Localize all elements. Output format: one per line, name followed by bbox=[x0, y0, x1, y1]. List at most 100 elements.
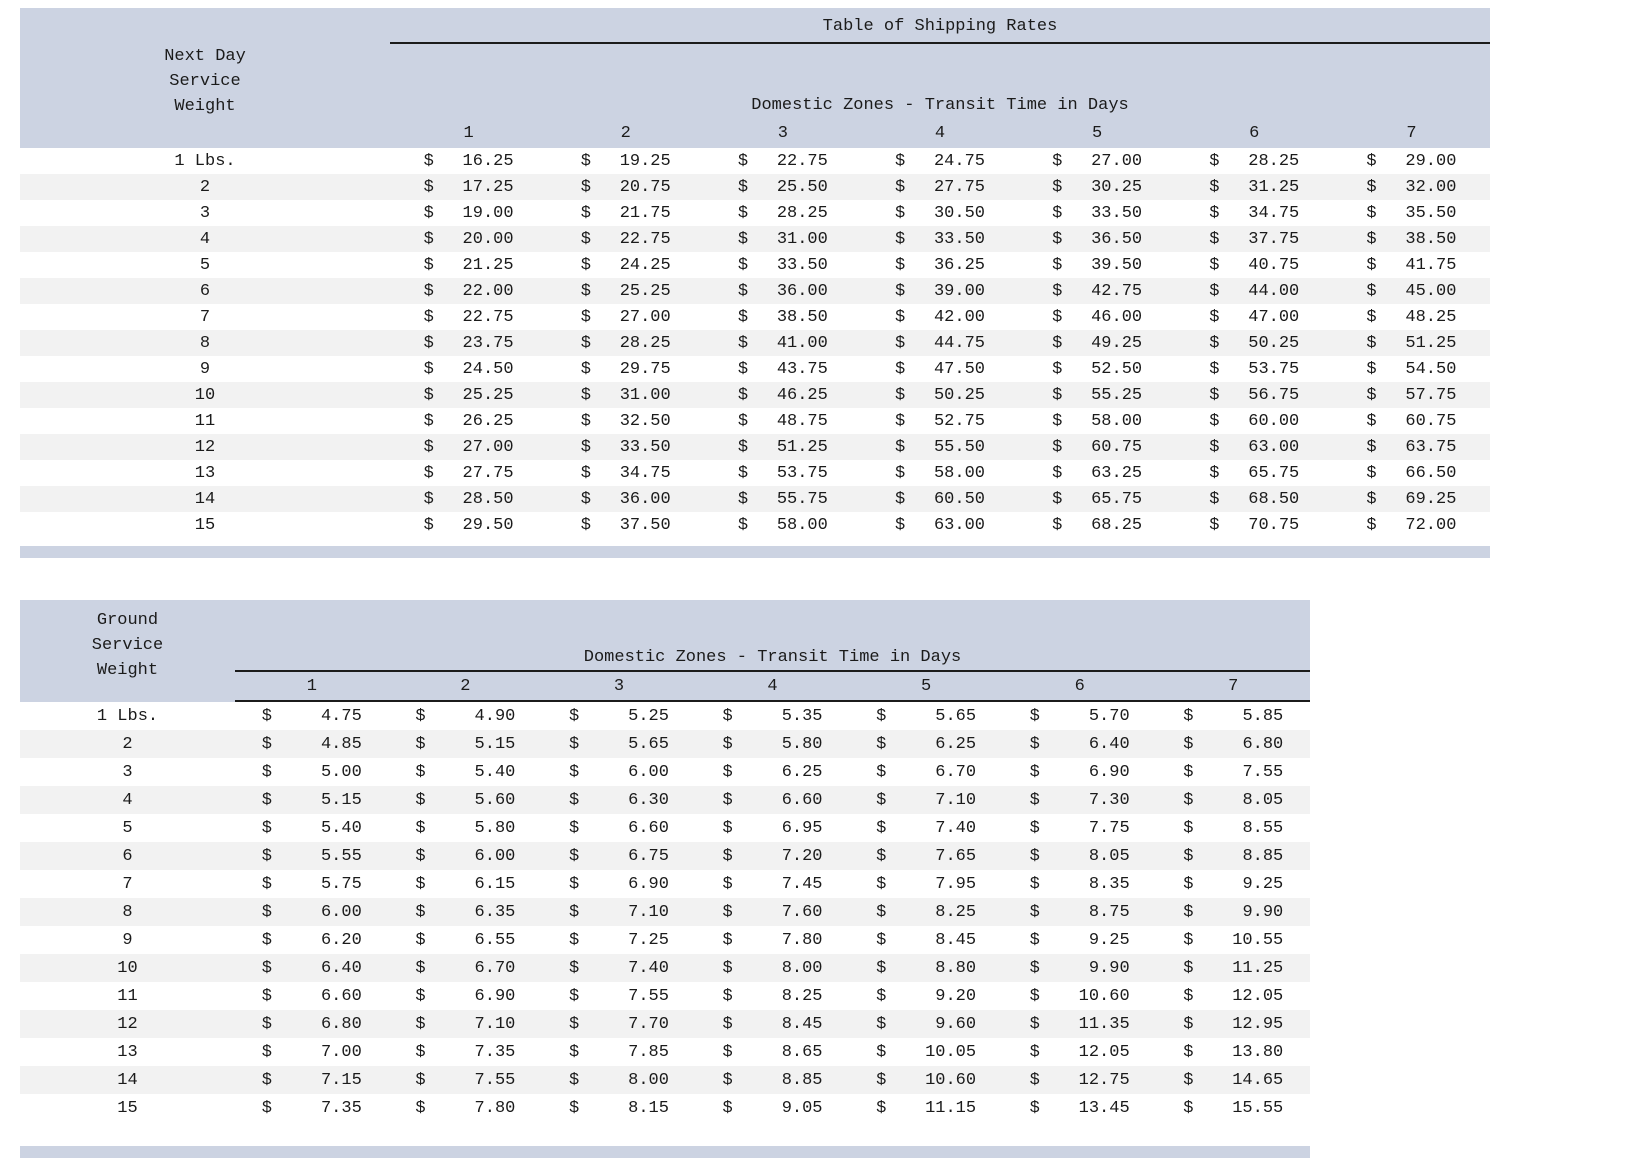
rate-amount: 39.50 bbox=[1091, 255, 1143, 275]
currency-symbol: $ bbox=[1183, 762, 1194, 782]
currency-symbol: $ bbox=[876, 1098, 887, 1118]
currency-symbol: $ bbox=[1366, 515, 1377, 535]
currency-symbol: $ bbox=[1209, 203, 1220, 223]
weight-cell: 10 bbox=[194, 385, 216, 405]
rate-amount: 5.80 bbox=[474, 818, 516, 838]
rate-amount: 7.35 bbox=[474, 1042, 516, 1062]
rate-cell: $8.75 bbox=[1003, 903, 1157, 922]
currency-symbol: $ bbox=[722, 1014, 733, 1034]
rate-value: $10.60 bbox=[876, 1071, 976, 1090]
rate-value: $4.85 bbox=[262, 735, 362, 754]
rate-value: $32.50 bbox=[581, 412, 671, 431]
rate-value: $10.60 bbox=[1030, 987, 1130, 1006]
rate-value: $12.05 bbox=[1030, 1043, 1130, 1062]
currency-symbol: $ bbox=[1052, 151, 1063, 171]
currency-symbol: $ bbox=[876, 874, 887, 894]
currency-symbol: $ bbox=[1366, 359, 1377, 379]
rate-value: $8.05 bbox=[1183, 791, 1283, 810]
currency-symbol: $ bbox=[1183, 818, 1194, 838]
rate-cell: $7.25 bbox=[542, 931, 696, 950]
rate-amount: 57.75 bbox=[1405, 385, 1457, 405]
rate-value: $19.00 bbox=[424, 204, 514, 223]
currency-symbol: $ bbox=[415, 846, 426, 866]
rate-amount: 66.50 bbox=[1405, 463, 1457, 483]
rate-value: $24.75 bbox=[895, 152, 985, 171]
rate-value: $22.75 bbox=[424, 308, 514, 327]
currency-symbol: $ bbox=[1183, 706, 1194, 726]
rate-cell: $48.75 bbox=[704, 412, 861, 431]
table-row: 4 $5.15 $5.60 $6.30 $6.60 $7.10 $7.30 $8.05 bbox=[20, 786, 1310, 814]
currency-symbol: $ bbox=[1366, 203, 1377, 223]
table-row: 5 $21.25 $24.25 $33.50 $36.25 $39.50 $40.75 $41… bbox=[20, 252, 1490, 278]
rate-value: $63.25 bbox=[1052, 464, 1142, 483]
rate-value: $46.00 bbox=[1052, 308, 1142, 327]
currency-symbol: $ bbox=[1183, 1070, 1194, 1090]
rate-cell: $8.25 bbox=[849, 903, 1003, 922]
rate-cell: $38.50 bbox=[704, 308, 861, 327]
rate-cell: $7.55 bbox=[389, 1071, 543, 1090]
rate-amount: 52.50 bbox=[1091, 359, 1143, 379]
rate-cell: $5.80 bbox=[696, 735, 850, 754]
rate-amount: 8.25 bbox=[935, 902, 977, 922]
currency-symbol: $ bbox=[261, 1070, 272, 1090]
rate-cell: $6.60 bbox=[542, 819, 696, 838]
rate-amount: 32.50 bbox=[619, 411, 671, 431]
rate-cell: $10.55 bbox=[1156, 931, 1310, 950]
rate-cell: $65.75 bbox=[1176, 464, 1333, 483]
rate-amount: 28.25 bbox=[1248, 151, 1300, 171]
rate-value: $8.65 bbox=[723, 1043, 823, 1062]
currency-symbol: $ bbox=[894, 255, 906, 275]
rate-amount: 7.10 bbox=[474, 1014, 516, 1034]
currency-symbol: $ bbox=[1366, 489, 1377, 509]
rate-amount: 38.50 bbox=[1405, 229, 1457, 249]
rate-value: $19.25 bbox=[581, 152, 671, 171]
rate-value: $28.25 bbox=[738, 204, 828, 223]
currency-symbol: $ bbox=[1183, 958, 1194, 978]
zone-column-header: 3 bbox=[777, 123, 788, 143]
currency-symbol: $ bbox=[415, 790, 426, 810]
currency-symbol: $ bbox=[415, 706, 426, 726]
rate-cell: $16.25 bbox=[390, 152, 547, 171]
weight-cell: 6 bbox=[199, 281, 211, 301]
rate-value: $54.50 bbox=[1366, 360, 1456, 379]
rate-amount: 10.60 bbox=[1078, 986, 1130, 1006]
rate-cell: $33.50 bbox=[1019, 204, 1176, 223]
rate-value: $23.75 bbox=[424, 334, 514, 353]
currency-symbol: $ bbox=[580, 437, 591, 457]
rate-amount: 34.75 bbox=[619, 463, 671, 483]
currency-symbol: $ bbox=[415, 1014, 426, 1034]
rate-cell: $7.20 bbox=[696, 847, 850, 866]
rate-amount: 7.80 bbox=[474, 1098, 516, 1118]
rate-value: $6.40 bbox=[262, 959, 362, 978]
rate-value: $34.75 bbox=[581, 464, 671, 483]
currency-symbol: $ bbox=[580, 177, 591, 197]
rate-cell: $58.00 bbox=[861, 464, 1018, 483]
rate-amount: 25.25 bbox=[619, 281, 671, 301]
zones-heading: Domestic Zones - Transit Time in Days bbox=[235, 648, 1310, 672]
rate-value: $8.25 bbox=[723, 987, 823, 1006]
currency-symbol: $ bbox=[1209, 463, 1220, 483]
rate-amount: 5.40 bbox=[320, 818, 362, 838]
rate-value: $41.75 bbox=[1366, 256, 1456, 275]
weight-cell: 2 bbox=[199, 177, 211, 197]
currency-symbol: $ bbox=[568, 818, 580, 838]
rate-amount: 7.55 bbox=[1242, 762, 1284, 782]
rate-amount: 29.50 bbox=[462, 515, 514, 535]
rate-amount: 9.25 bbox=[1088, 930, 1130, 950]
currency-symbol: $ bbox=[1209, 229, 1220, 249]
rate-amount: 58.00 bbox=[933, 463, 985, 483]
rate-amount: 6.95 bbox=[781, 818, 823, 838]
rate-value: $7.15 bbox=[262, 1071, 362, 1090]
ground-header-left: Ground Service Weight bbox=[20, 600, 235, 702]
rate-value: $13.45 bbox=[1030, 1099, 1130, 1118]
rate-cell: $8.25 bbox=[696, 987, 850, 1006]
currency-symbol: $ bbox=[1209, 411, 1220, 431]
rate-value: $7.55 bbox=[415, 1071, 515, 1090]
rate-amount: 65.75 bbox=[1248, 463, 1300, 483]
rate-value: $33.50 bbox=[895, 230, 985, 249]
rate-cell: $8.85 bbox=[696, 1071, 850, 1090]
rate-value: $6.90 bbox=[415, 987, 515, 1006]
currency-symbol: $ bbox=[423, 489, 434, 509]
currency-symbol: $ bbox=[1209, 515, 1220, 535]
currency-symbol: $ bbox=[737, 307, 749, 327]
